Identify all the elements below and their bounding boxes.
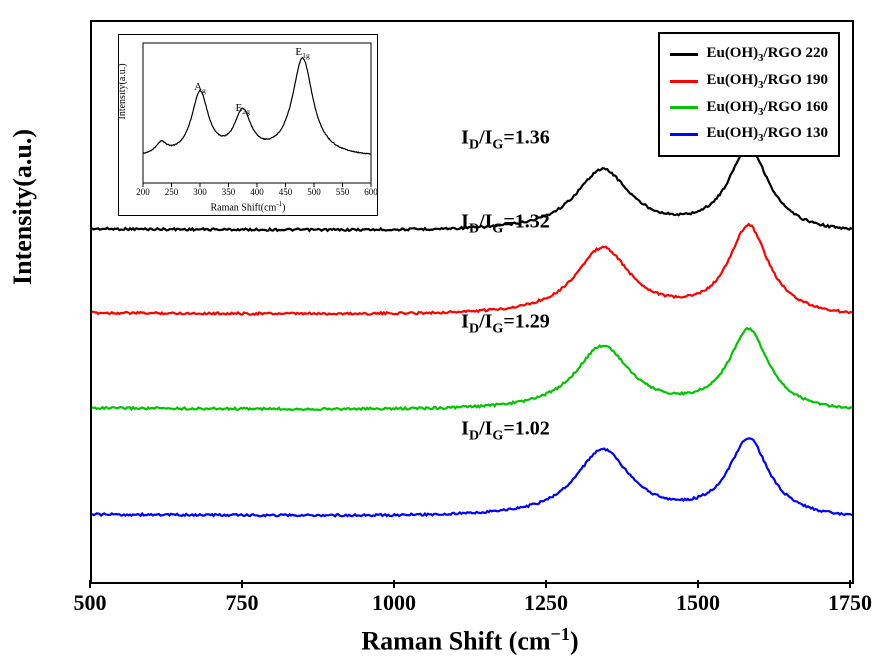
inset-peak-label: E1g	[295, 46, 309, 60]
x-tick-mark	[89, 580, 91, 588]
legend-label: Eu(OH)3/RGO 130	[706, 122, 828, 147]
legend-box: Eu(OH)3/RGO 220Eu(OH)3/RGO 190Eu(OH)3/RG…	[658, 32, 840, 157]
inset-peak-label: E2g	[236, 102, 250, 116]
idig-annotation: ID/IG=1.36	[461, 126, 550, 153]
x-tick-mark	[697, 580, 699, 588]
legend-label: Eu(OH)3/RGO 160	[706, 96, 828, 121]
x-tick-label: 750	[226, 590, 259, 616]
inset-x-tick-label: 600	[364, 187, 378, 197]
x-tick-label: 1750	[828, 590, 872, 616]
legend-swatch	[670, 106, 698, 109]
idig-annotation: ID/IG=1.32	[461, 210, 550, 237]
legend-item: Eu(OH)3/RGO 160	[670, 96, 828, 121]
x-tick-label: 1000	[372, 590, 416, 616]
x-axis-ticks: 5007501000125015001750	[90, 582, 850, 622]
x-tick-mark	[545, 580, 547, 588]
inset-x-tick-label: 400	[250, 187, 264, 197]
inset-spectrum-line	[143, 58, 371, 155]
inset-x-axis-label: Raman Shift(cm-1)	[119, 200, 377, 213]
inset-plot: 200 250 300 350 400 450 500 550 600 Ag E2g E1g Int…	[118, 34, 378, 216]
y-axis-label: Intensity(a.u.)	[8, 129, 38, 285]
spectrum-line	[92, 328, 852, 410]
spectrum-line	[92, 438, 852, 516]
legend-item: Eu(OH)3/RGO 130	[670, 122, 828, 147]
inset-x-tick-label: 300	[193, 187, 207, 197]
x-axis-label: Raman Shift (cm−1)	[90, 624, 850, 657]
x-tick-label: 1500	[676, 590, 720, 616]
x-tick-mark	[849, 580, 851, 588]
inset-peak-label: Ag	[194, 81, 206, 95]
plot-area: ID/IG=1.36 ID/IG=1.32 ID/IG=1.29 ID/IG=1.02…	[90, 20, 854, 584]
idig-annotation: ID/IG=1.02	[461, 417, 550, 444]
inset-x-tick-label: 200	[136, 187, 150, 197]
legend-item: Eu(OH)3/RGO 190	[670, 69, 828, 94]
idig-annotation: ID/IG=1.29	[461, 311, 550, 338]
raman-figure: Intensity(a.u.) ID/IG=1.36ID/IG=1.32ID/I…	[0, 0, 882, 666]
inset-x-tick-label: 500	[307, 187, 321, 197]
legend-label: Eu(OH)3/RGO 220	[706, 42, 828, 67]
x-tick-label: 1250	[524, 590, 568, 616]
inset-x-tick-label: 250	[165, 187, 179, 197]
inset-x-tick-label: 350	[222, 187, 236, 197]
legend-label: Eu(OH)3/RGO 190	[706, 69, 828, 94]
legend-swatch	[670, 80, 698, 83]
legend-swatch	[670, 133, 698, 136]
x-tick-label: 500	[74, 590, 107, 616]
inset-x-tick-label: 450	[279, 187, 293, 197]
inset-y-axis-label: Intensity(a.u.)	[117, 63, 128, 119]
legend-item: Eu(OH)3/RGO 220	[670, 42, 828, 67]
legend-swatch	[670, 53, 698, 56]
x-tick-mark	[393, 580, 395, 588]
spectrum-line	[92, 224, 852, 315]
inset-x-tick-label: 550	[336, 187, 350, 197]
x-tick-mark	[241, 580, 243, 588]
